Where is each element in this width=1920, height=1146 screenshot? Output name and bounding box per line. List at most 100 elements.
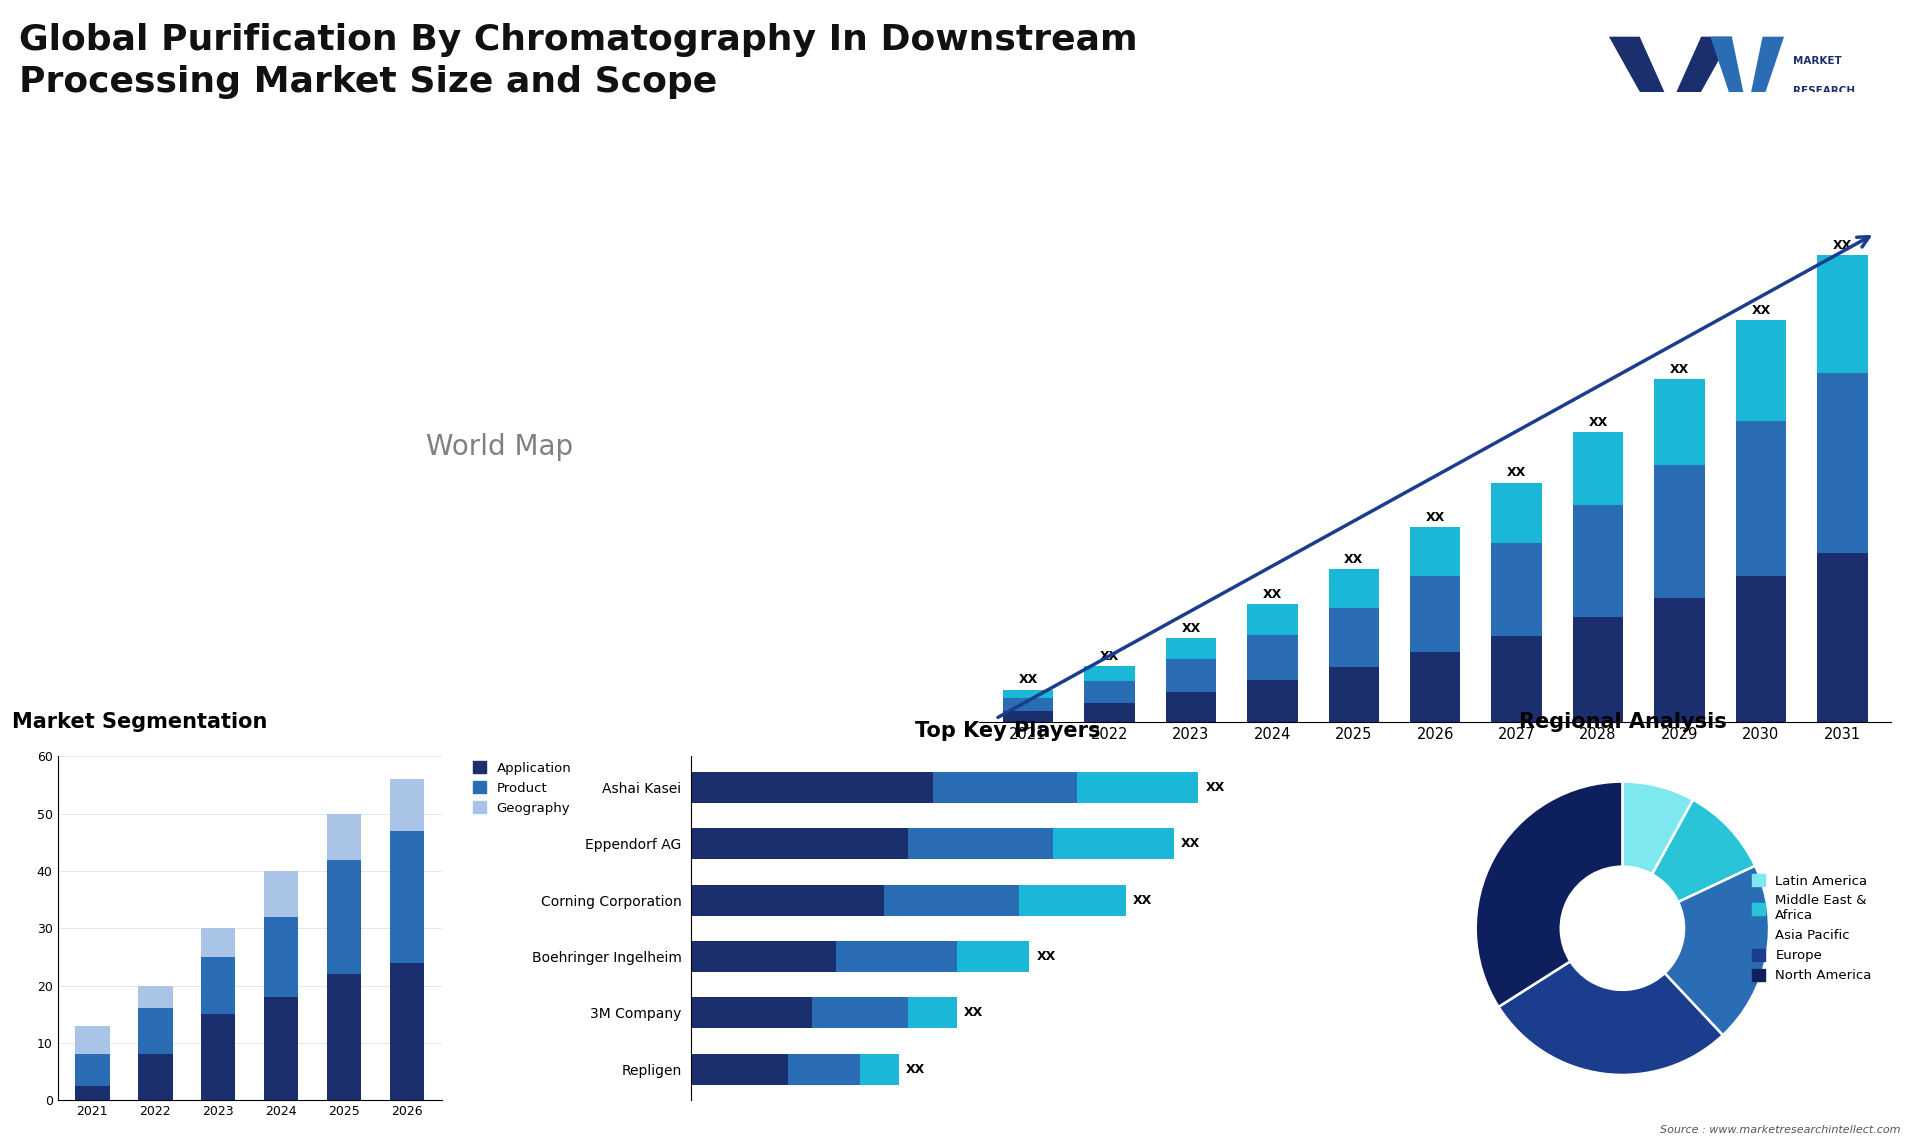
Text: XX: XX — [1425, 511, 1446, 524]
Bar — [1002, 712, 1054, 722]
Text: XX: XX — [1588, 416, 1607, 429]
Bar — [1736, 421, 1786, 576]
Bar — [1492, 482, 1542, 543]
Bar — [1085, 681, 1135, 702]
Bar — [390, 831, 424, 963]
Bar — [326, 974, 361, 1100]
Bar — [326, 814, 361, 860]
Bar — [138, 1008, 173, 1054]
Bar — [1409, 652, 1461, 722]
Bar — [138, 1054, 173, 1100]
Bar — [1655, 465, 1705, 598]
Title: Regional Analysis: Regional Analysis — [1519, 712, 1726, 732]
Bar — [1492, 543, 1542, 636]
Text: MARKET: MARKET — [1793, 56, 1841, 66]
Text: XX: XX — [1670, 363, 1690, 376]
Bar — [1165, 638, 1215, 659]
Bar — [835, 941, 956, 972]
Bar — [1248, 680, 1298, 722]
Bar — [1165, 692, 1215, 722]
Text: XX: XX — [1507, 466, 1526, 479]
Bar — [1054, 829, 1173, 860]
Text: World Map: World Map — [426, 433, 572, 461]
Text: XX: XX — [964, 1006, 983, 1019]
Bar — [390, 963, 424, 1100]
Bar — [691, 885, 885, 916]
Bar — [1409, 527, 1461, 576]
Text: XX: XX — [906, 1062, 925, 1076]
Bar — [1492, 636, 1542, 722]
Bar — [202, 1014, 236, 1100]
Polygon shape — [1711, 37, 1784, 147]
Bar — [390, 779, 424, 831]
Bar — [263, 917, 298, 997]
Bar — [1572, 618, 1622, 722]
Bar — [1329, 568, 1379, 607]
Bar — [1329, 607, 1379, 667]
Bar — [691, 941, 835, 972]
Bar — [263, 871, 298, 917]
Bar — [691, 1053, 787, 1084]
Text: XX: XX — [1018, 674, 1037, 686]
Bar — [1077, 772, 1198, 803]
Text: XX: XX — [1037, 950, 1056, 963]
Text: Source : www.marketresearchintellect.com: Source : www.marketresearchintellect.com — [1661, 1124, 1901, 1135]
Bar — [263, 997, 298, 1100]
Bar — [1329, 667, 1379, 722]
Text: INTELLECT: INTELLECT — [1793, 117, 1855, 126]
Bar — [908, 829, 1054, 860]
Bar — [75, 1054, 109, 1086]
Bar — [691, 997, 812, 1028]
Text: Market Segmentation: Market Segmentation — [12, 712, 267, 731]
Bar — [1736, 320, 1786, 421]
Wedge shape — [1498, 961, 1722, 1075]
Bar — [75, 1086, 109, 1100]
Bar — [138, 986, 173, 1008]
Legend: Application, Product, Geography: Application, Product, Geography — [467, 756, 576, 821]
Bar — [908, 997, 956, 1028]
Bar — [1655, 379, 1705, 465]
Bar — [1409, 576, 1461, 652]
Legend: Latin America, Middle East &
Africa, Asia Pacific, Europe, North America: Latin America, Middle East & Africa, Asi… — [1747, 869, 1878, 988]
Wedge shape — [1622, 782, 1693, 874]
Bar — [1165, 659, 1215, 692]
Text: XX: XX — [1100, 650, 1119, 662]
Bar — [1020, 885, 1125, 916]
Text: Global Purification By Chromatography In Downstream
Processing Market Size and S: Global Purification By Chromatography In… — [19, 23, 1139, 99]
Text: XX: XX — [1263, 588, 1283, 602]
Wedge shape — [1665, 866, 1768, 1035]
Bar — [1572, 505, 1622, 618]
Text: XX: XX — [1181, 621, 1200, 635]
Bar — [956, 941, 1029, 972]
Bar — [326, 860, 361, 974]
Bar — [812, 997, 908, 1028]
Bar — [1085, 666, 1135, 681]
Wedge shape — [1651, 800, 1755, 902]
Bar — [202, 928, 236, 957]
Bar — [860, 1053, 899, 1084]
Bar — [1085, 702, 1135, 722]
Bar — [933, 772, 1077, 803]
Bar — [75, 1026, 109, 1054]
Text: XX: XX — [1206, 780, 1225, 794]
Text: XX: XX — [1344, 552, 1363, 566]
Bar — [885, 885, 1020, 916]
Wedge shape — [1476, 782, 1622, 1007]
Bar — [1248, 635, 1298, 680]
Bar — [1816, 552, 1868, 722]
Bar — [691, 772, 933, 803]
Text: RESEARCH: RESEARCH — [1793, 86, 1855, 96]
Polygon shape — [1609, 37, 1732, 147]
Bar — [787, 1053, 860, 1084]
Bar — [1572, 432, 1622, 505]
Text: XX: XX — [1181, 838, 1200, 850]
Text: XX: XX — [1133, 894, 1152, 906]
Bar — [1736, 576, 1786, 722]
Text: XX: XX — [1834, 238, 1853, 252]
Bar — [1816, 372, 1868, 552]
Bar — [202, 957, 236, 1014]
Bar — [1248, 604, 1298, 635]
Bar — [1002, 690, 1054, 698]
Bar — [1002, 698, 1054, 712]
Bar — [1816, 256, 1868, 372]
